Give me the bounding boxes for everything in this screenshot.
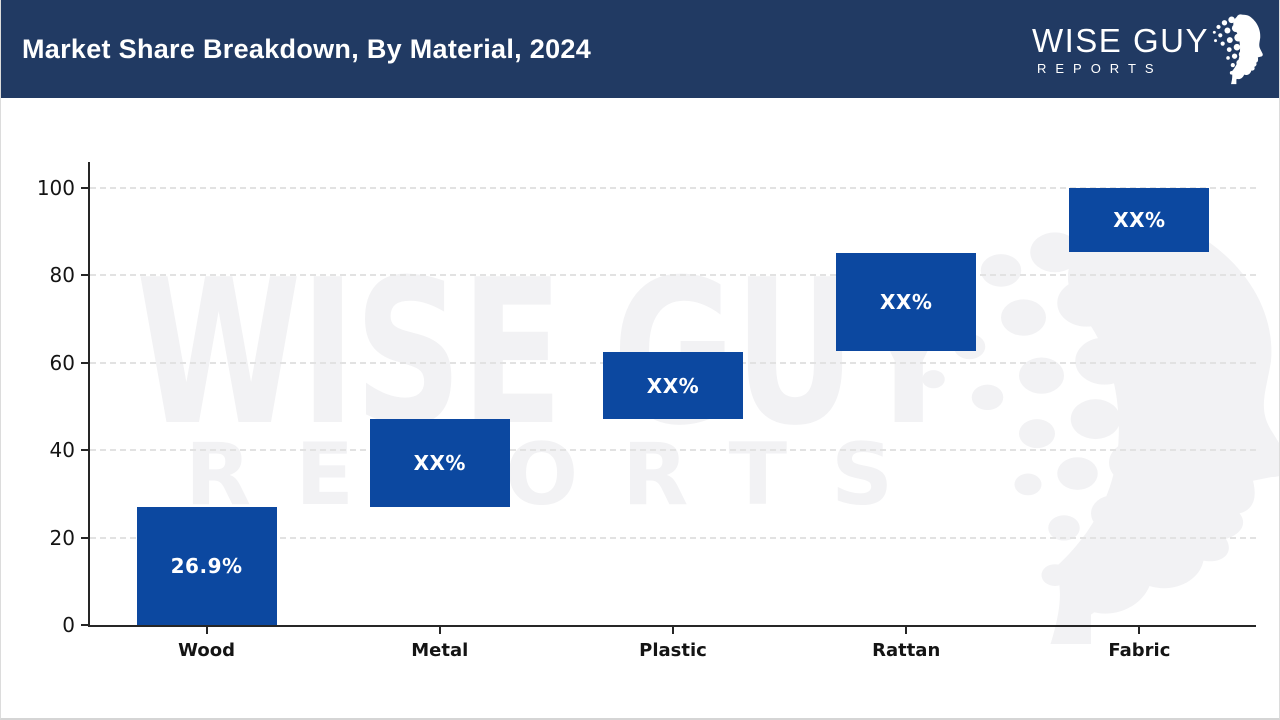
y-tick-40 (81, 449, 90, 452)
bar-value-label-rattan: XX% (879, 289, 933, 314)
gridline-20 (90, 536, 1256, 539)
y-axis (88, 162, 90, 627)
bar-wood: 26.9% (136, 507, 277, 625)
bar-value-label-fabric: XX% (1113, 208, 1166, 233)
bar-value-label-wood: 26.9% (170, 554, 243, 579)
y-tick-0 (81, 624, 90, 626)
bar-plastic: XX% (603, 352, 743, 419)
logo-wordmark-line1: WISE GUY (1031, 21, 1209, 59)
y-tick-label-20: 20 (49, 525, 75, 550)
category-label-fabric: Fabric (1108, 640, 1171, 661)
watermark-wordmark-line1: WISE GUY (136, 237, 963, 470)
category-label-metal: Metal (411, 640, 469, 661)
bar-metal: XX% (369, 418, 510, 508)
y-tick-label-100: 100 (36, 176, 75, 200)
gridline-80 (90, 274, 1256, 277)
chart-area: WISE GUY REPORTS 0 20 40 60 80 100 26.9% Wood XX… (1, 98, 1279, 718)
logo-wordmark: WISE GUY REPORTS (1032, 24, 1209, 75)
y-tick-label-0: 0 (62, 613, 75, 637)
gridline-100 (90, 187, 1256, 189)
page-title: Market Share Breakdown, By Material, 202… (22, 33, 592, 64)
wise-guy-logo: WISE GUY REPORTS (1032, 9, 1279, 89)
bar-fabric: XX% (1069, 188, 1210, 253)
x-tick-metal (438, 627, 441, 634)
bar-value-label-plastic: XX% (646, 373, 700, 398)
plot: 0 20 40 60 80 100 26.9% Wood XX% Metal XX% Plastic X… (1, 98, 1279, 718)
category-label-wood: Wood (178, 640, 236, 661)
bar-value-label-metal: XX% (413, 451, 466, 476)
x-tick-plastic (672, 627, 674, 634)
wise-guy-head-icon (1212, 14, 1263, 85)
y-tick-60 (81, 361, 90, 364)
category-label-plastic: Plastic (639, 640, 707, 661)
gridline-40 (90, 449, 1256, 452)
y-tick-100 (81, 187, 90, 189)
y-tick-label-80: 80 (49, 263, 75, 288)
category-label-rattan: Rattan (872, 640, 941, 661)
bar-rattan: XX% (836, 253, 977, 351)
x-axis (88, 625, 1256, 627)
header-bar: Market Share Breakdown, By Material, 202… (1, 0, 1279, 98)
x-tick-rattan (905, 627, 908, 634)
watermark-wordmark-line2: REPORTS (185, 425, 938, 525)
x-tick-fabric (1138, 627, 1141, 634)
y-tick-80 (81, 274, 90, 277)
logo-wordmark-line2: REPORTS (1036, 60, 1163, 76)
y-tick-label-60: 60 (49, 350, 75, 375)
y-tick-label-40: 40 (49, 438, 75, 463)
y-tick-20 (81, 536, 90, 539)
x-tick-wood (205, 627, 208, 634)
